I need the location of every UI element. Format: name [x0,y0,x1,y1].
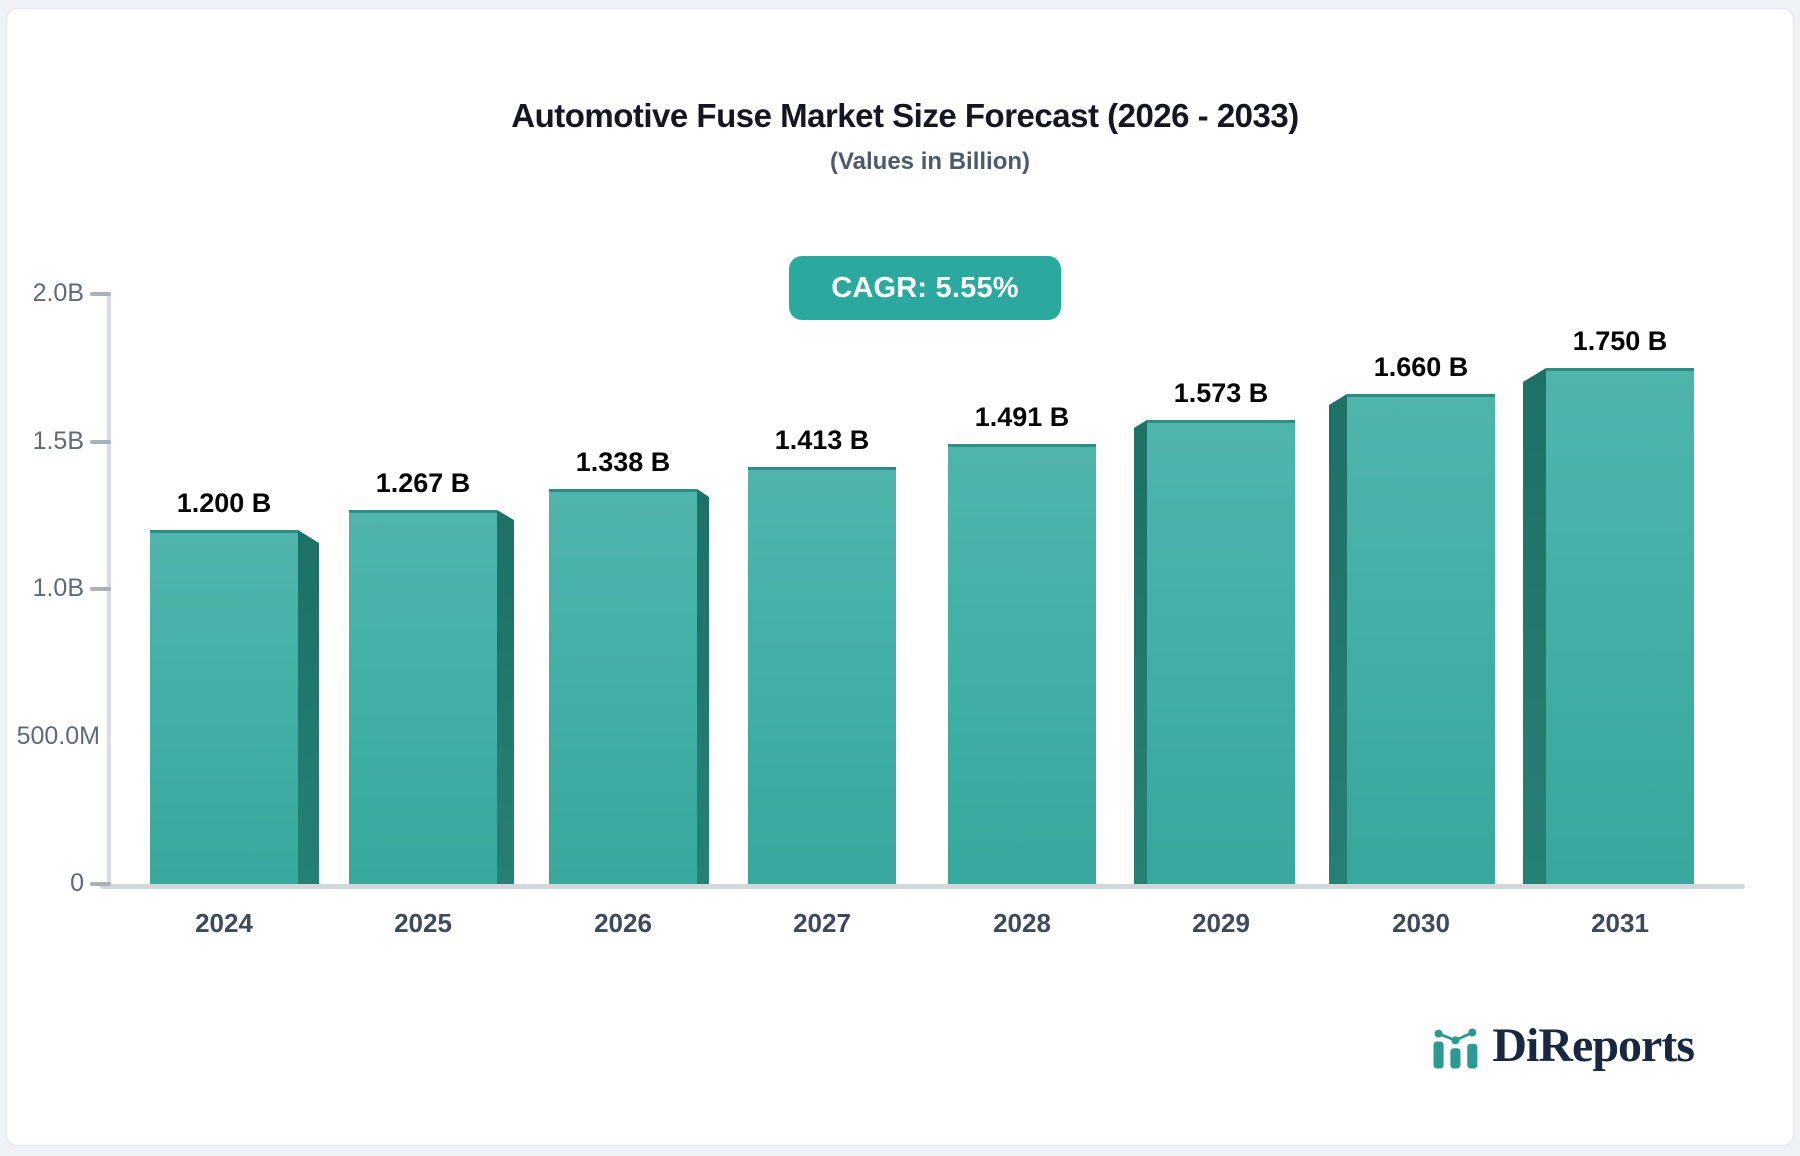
y-axis-tick-label: 500.0M [16,721,100,750]
bar-value-label: 1.338 B [575,447,671,477]
bar-2028[interactable] [948,444,1096,884]
y-axis-tick-label: 0 [70,869,84,897]
x-axis-label: 2031 [1591,908,1649,938]
chart-title: Automotive Fuse Market Size Forecast (20… [511,97,1299,134]
x-axis-label: 2027 [793,908,851,938]
bar-2029[interactable] [1147,420,1295,884]
logo-text: DiReports [1492,1019,1695,1072]
x-axis-label: 2025 [394,908,452,938]
bar-2024[interactable] [150,530,298,884]
bar-3d-side-2024 [298,530,319,884]
cagr-badge-label: CAGR: 5.55% [831,271,1019,304]
y-axis-tick [90,292,111,296]
bar-value-label: 1.200 B [176,488,272,518]
bar-value-label: 1.660 B [1373,352,1469,382]
y-axis-tick-label: 2.0B [32,279,84,307]
y-axis-tick-label: 1.0B [32,574,84,602]
x-axis-label: 2030 [1392,908,1450,938]
bar-value-label: 1.267 B [375,468,471,498]
x-axis-label: 2024 [195,908,253,938]
bar-2025[interactable] [349,510,497,884]
x-axis-label: 2028 [993,908,1051,938]
bar-2026[interactable] [549,489,697,884]
bar-3d-side-2025 [497,510,514,884]
bar-value-label: 1.413 B [774,425,870,455]
y-axis-line [107,294,111,889]
bar-value-label: 1.750 B [1572,326,1668,356]
x-axis-label: 2026 [594,908,652,938]
y-axis-tick-label: 1.5B [32,426,84,455]
y-axis-tick [90,882,111,886]
bar-3d-side-2031 [1523,368,1546,884]
x-axis-line [100,884,1745,889]
bar-2027[interactable] [748,467,896,884]
bar-3d-side-2030 [1329,394,1347,884]
y-axis-tick [90,439,111,444]
bar-3d-side-2026 [697,489,709,884]
x-axis-label: 2029 [1192,908,1250,938]
y-axis-tick [90,587,111,591]
bar-3d-side-2029 [1134,420,1147,884]
bar-value-label: 1.491 B [974,402,1070,432]
bar-value-label: 1.573 B [1173,378,1269,408]
bar-2030[interactable] [1347,394,1495,884]
bar-2031[interactable] [1546,368,1694,884]
logo-chart-icon [1433,1027,1478,1068]
brand-logo: DiReports [1429,1018,1695,1073]
chart-subtitle: (Values in Billion) [829,148,1031,175]
cagr-badge: CAGR: 5.55% [789,256,1061,320]
